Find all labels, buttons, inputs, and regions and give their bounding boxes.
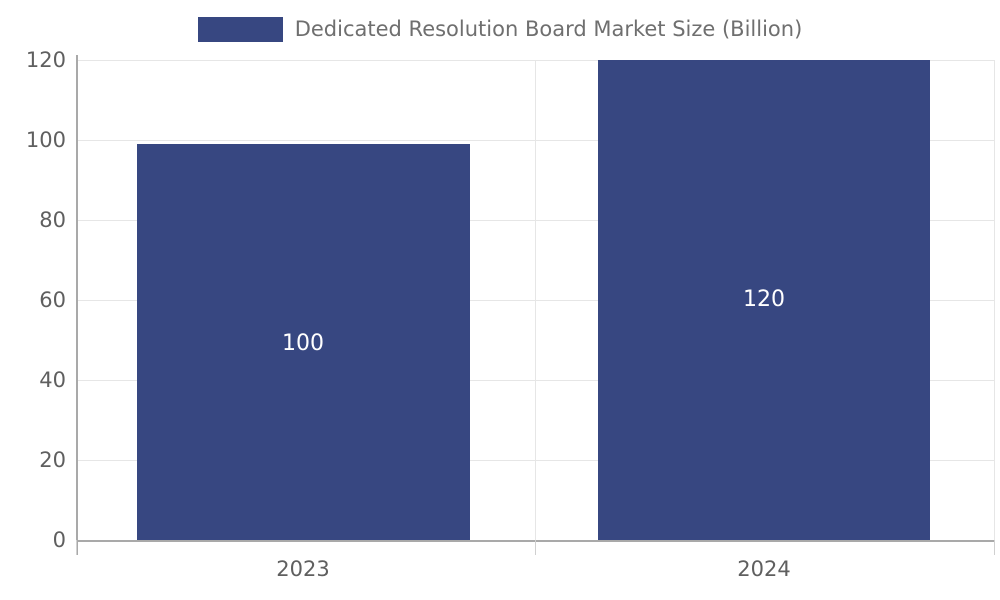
y-axis-line	[76, 55, 78, 555]
y-axis-tick-label-80: 80	[39, 208, 66, 232]
x-axis-tick-start	[76, 540, 77, 555]
x-axis-tick-label-2023: 2023	[276, 557, 330, 581]
bar-2024[interactable]	[598, 60, 930, 540]
y-axis-tick-label-120: 120	[25, 48, 66, 72]
bar-value-label-2023: 100	[282, 331, 324, 356]
y-axis-tick-label-0: 0	[52, 528, 66, 552]
y-axis-tick-label-40: 40	[39, 368, 66, 392]
bar-2023[interactable]	[137, 144, 470, 540]
x-axis-tick-label-2024: 2024	[737, 557, 791, 581]
x-axis-tick-middle	[535, 540, 536, 555]
category-divider-gridline	[535, 60, 536, 540]
y-axis-tick-label-20: 20	[39, 448, 66, 472]
legend-item-0[interactable]: Dedicated Resolution Board Market Size (…	[197, 16, 803, 42]
bar-value-label-2024: 120	[743, 287, 785, 312]
legend-color-swatch	[197, 16, 283, 42]
y-axis-tick-label-60: 60	[39, 288, 66, 312]
plot-area	[76, 60, 995, 540]
y-axis-tick-label-100: 100	[25, 128, 66, 152]
plot-right-border	[994, 60, 995, 540]
legend-label: Dedicated Resolution Board Market Size (…	[294, 16, 803, 41]
chart-legend: Dedicated Resolution Board Market Size (…	[0, 12, 1000, 46]
x-axis-tick-end	[994, 540, 995, 555]
